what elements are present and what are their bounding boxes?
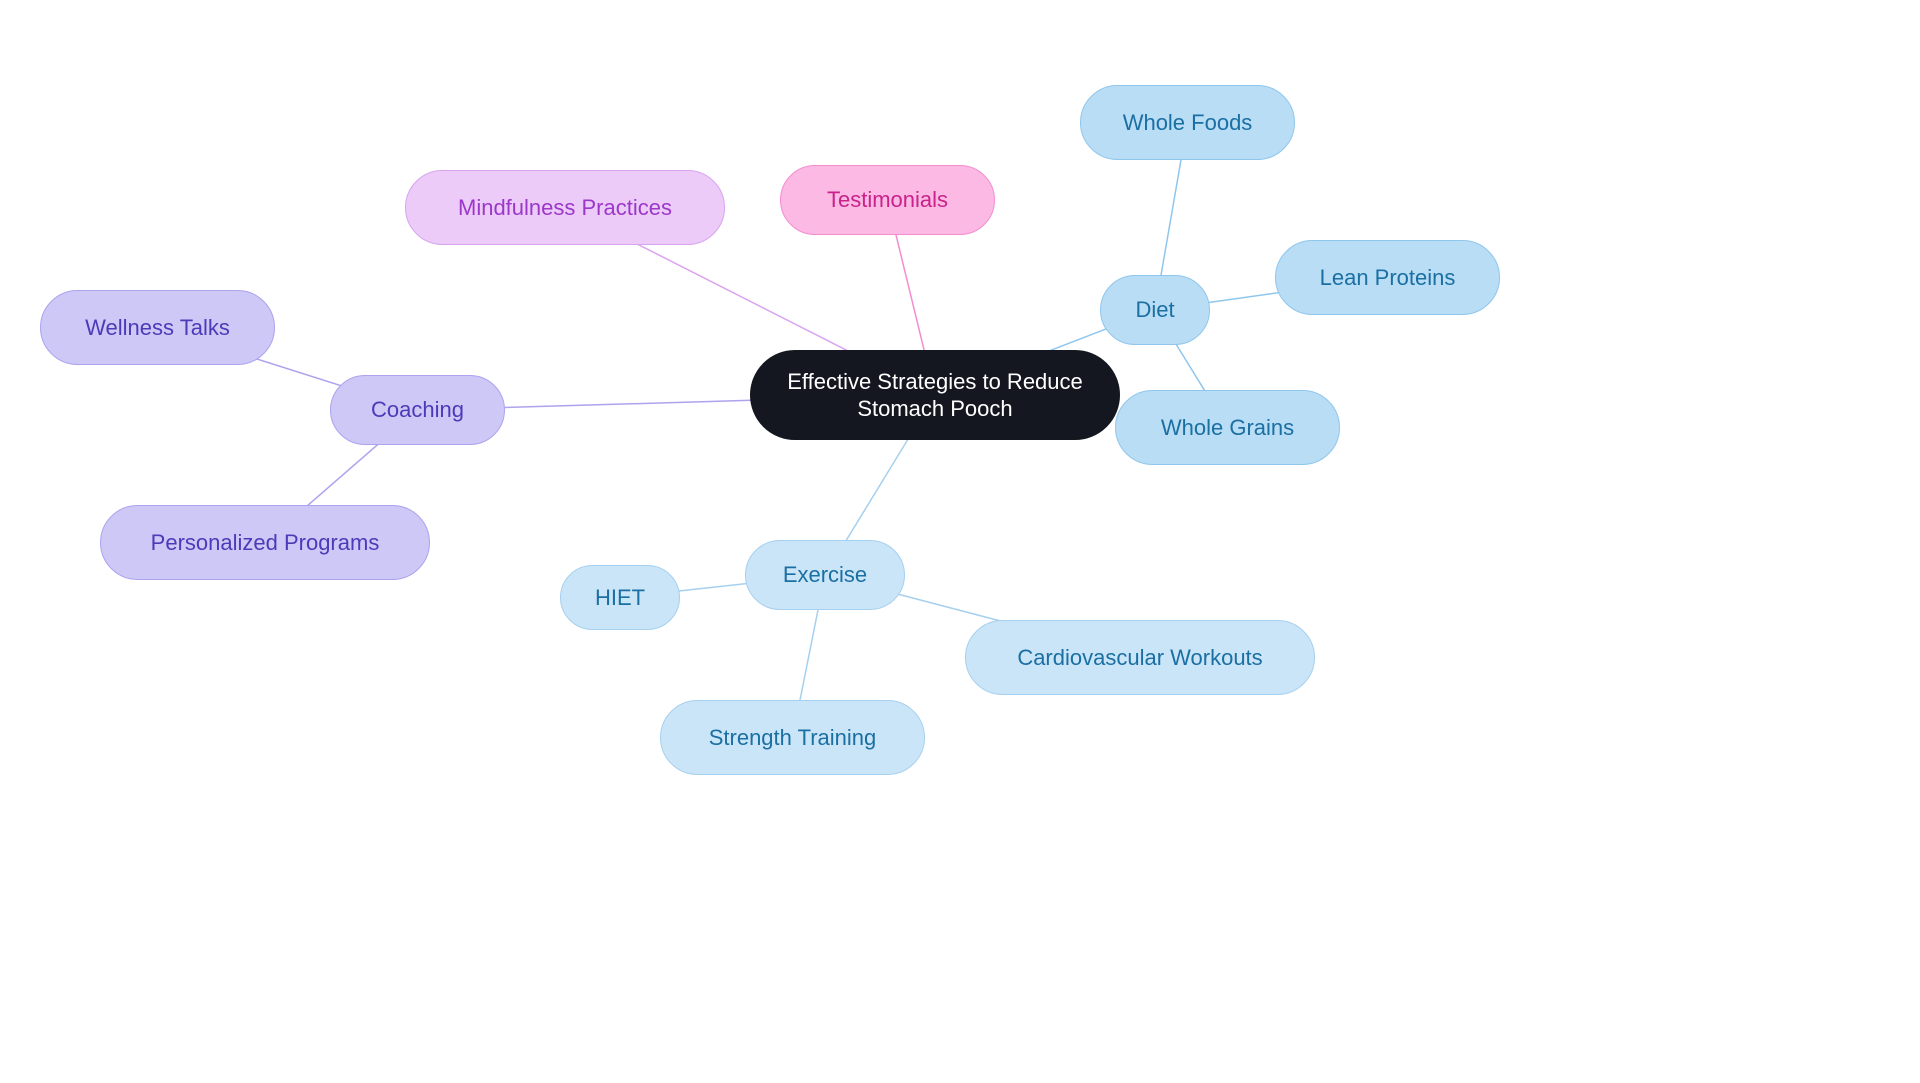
node-label: Whole Foods (1123, 109, 1253, 137)
node-label: Wellness Talks (85, 314, 230, 342)
edge-center-coaching (505, 400, 752, 407)
node-label: Mindfulness Practices (458, 194, 672, 222)
node-exercise: Exercise (745, 540, 905, 610)
node-diet: Diet (1100, 275, 1210, 345)
edge-center-testimonials (896, 235, 924, 350)
node-center: Effective Strategies to Reduce Stomach P… (750, 350, 1120, 440)
node-lean-proteins: Lean Proteins (1275, 240, 1500, 315)
node-label: Effective Strategies to Reduce Stomach P… (787, 368, 1083, 423)
mindmap-canvas: Effective Strategies to Reduce Stomach P… (0, 0, 1920, 1083)
edge-diet-lean-proteins (1209, 292, 1284, 303)
node-label: HIET (595, 584, 645, 612)
node-label: Strength Training (709, 724, 877, 752)
node-label: Whole Grains (1161, 414, 1294, 442)
node-label: Cardiovascular Workouts (1017, 644, 1262, 672)
edge-center-mindfulness (632, 242, 855, 355)
node-label: Testimonials (827, 186, 948, 214)
node-strength: Strength Training (660, 700, 925, 775)
node-label: Diet (1135, 296, 1174, 324)
node-whole-foods: Whole Foods (1080, 85, 1295, 160)
node-label: Personalized Programs (151, 529, 380, 557)
node-whole-grains: Whole Grains (1115, 390, 1340, 465)
node-label: Coaching (371, 396, 464, 424)
node-hiet: HIET (560, 565, 680, 630)
edge-exercise-hiet (679, 584, 748, 592)
node-mindfulness: Mindfulness Practices (405, 170, 725, 245)
edge-coaching-personalized (307, 442, 381, 506)
node-coaching: Coaching (330, 375, 505, 445)
node-cardio: Cardiovascular Workouts (965, 620, 1315, 695)
edge-diet-whole-grains (1175, 343, 1205, 391)
node-wellness-talks: Wellness Talks (40, 290, 275, 365)
node-personalized: Personalized Programs (100, 505, 430, 580)
node-testimonials: Testimonials (780, 165, 995, 235)
edge-exercise-strength (800, 610, 818, 700)
edge-diet-whole-foods (1161, 160, 1181, 275)
node-label: Exercise (783, 561, 867, 589)
node-label: Lean Proteins (1320, 264, 1456, 292)
edge-center-exercise (846, 440, 908, 542)
